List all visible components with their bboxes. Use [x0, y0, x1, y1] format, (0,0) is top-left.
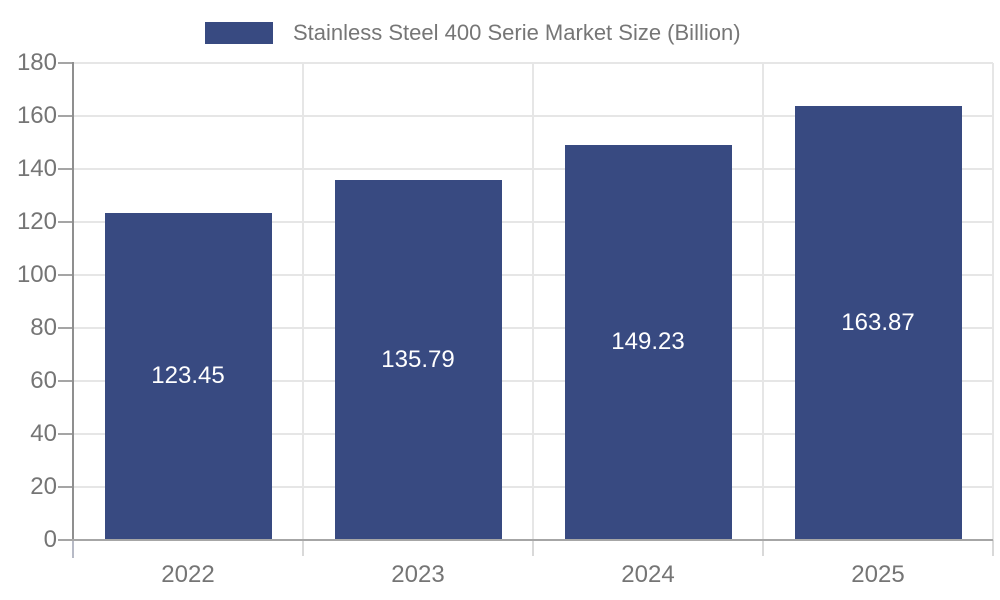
bar-value-label: 149.23 [611, 328, 685, 356]
x-tick [532, 540, 534, 556]
y-tick-label: 80 [30, 314, 57, 341]
y-tick-label: 100 [16, 261, 57, 288]
x-tick [302, 540, 304, 556]
y-tick [58, 115, 73, 117]
x-axis-line [72, 539, 993, 541]
y-tick-label: 120 [16, 208, 57, 235]
y-tick [58, 539, 73, 541]
y-axis-tick [72, 540, 74, 558]
legend-label: Stainless Steel 400 Serie Market Size (B… [293, 20, 741, 45]
bar-2022 [105, 213, 272, 539]
x-tick [762, 540, 764, 556]
y-tick [58, 274, 73, 276]
y-tick [58, 486, 73, 488]
x-grid-line [992, 63, 994, 540]
x-tick-label: 2024 [621, 561, 675, 588]
y-tick-label: 40 [30, 420, 57, 447]
y-tick [58, 221, 73, 223]
legend-swatch [205, 22, 273, 44]
bar-2023 [335, 180, 502, 539]
y-tick [58, 327, 73, 329]
x-tick-label: 2025 [851, 561, 905, 588]
y-tick-label: 60 [30, 367, 57, 394]
bar-value-label: 135.79 [381, 346, 455, 374]
y-tick-label: 160 [16, 102, 57, 129]
y-tick-label: 180 [16, 49, 57, 76]
y-tick-label: 0 [43, 526, 57, 553]
x-grid-line [302, 63, 304, 540]
x-tick-label: 2023 [391, 561, 445, 588]
bar-2025 [795, 106, 962, 539]
x-tick-label: 2022 [161, 561, 215, 588]
x-grid-line [532, 63, 534, 540]
bar-value-label: 163.87 [841, 308, 915, 336]
y-axis-line [72, 62, 74, 540]
y-tick [58, 380, 73, 382]
y-tick [58, 62, 73, 64]
y-tick-label: 20 [30, 473, 57, 500]
y-tick-label: 140 [16, 155, 57, 182]
x-tick [992, 540, 994, 556]
y-tick [58, 433, 73, 435]
bar-value-label: 123.45 [151, 362, 225, 390]
y-tick [58, 168, 73, 170]
bar-2024 [565, 145, 732, 539]
x-grid-line [762, 63, 764, 540]
